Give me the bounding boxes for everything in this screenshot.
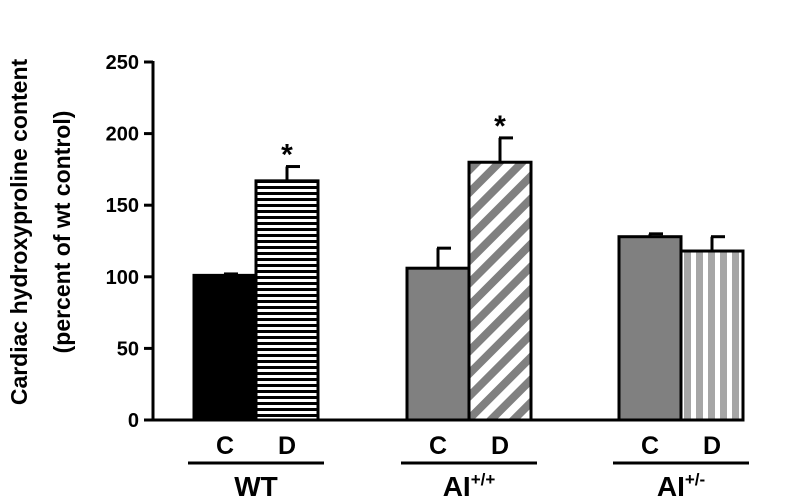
bar xyxy=(617,235,683,422)
significance-marker: * xyxy=(494,110,506,143)
category-label: D xyxy=(491,432,509,460)
y-axis-label: Cardiac hydroxyproline content (percent … xyxy=(6,58,75,405)
bar xyxy=(679,249,745,422)
group-label: AI+/+ xyxy=(443,470,496,500)
bar xyxy=(192,273,258,422)
y-tick-label: 200 xyxy=(106,124,139,146)
y-tick-label: 150 xyxy=(106,195,139,217)
group-label: AI+/- xyxy=(657,470,705,500)
y-axis: 0 50 100 150 200 250 xyxy=(106,52,155,432)
y-tick-label: 100 xyxy=(106,267,139,289)
bar xyxy=(254,179,320,422)
y-tick-label: 50 xyxy=(117,338,139,360)
significance-marker: * xyxy=(281,139,293,172)
y-axis-label-line-2: (percent of wt control) xyxy=(49,111,75,354)
category-label: D xyxy=(703,432,721,460)
bars: ** xyxy=(192,110,745,422)
bar xyxy=(405,266,471,422)
bar xyxy=(467,160,533,422)
y-tick-label: 0 xyxy=(128,410,139,432)
y-tick-label: 250 xyxy=(106,52,139,74)
category-label: C xyxy=(429,432,447,460)
group-label: WT xyxy=(234,471,278,500)
category-label: D xyxy=(278,432,296,460)
y-axis-label-line-1: Cardiac hydroxyproline content xyxy=(6,58,32,405)
category-label: C xyxy=(641,432,659,460)
category-label: C xyxy=(216,432,234,460)
